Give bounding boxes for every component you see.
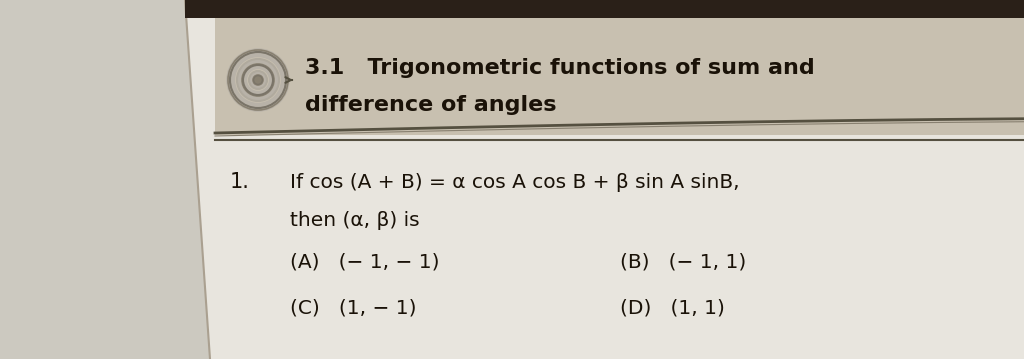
- Circle shape: [255, 77, 261, 83]
- Text: (D)   (1, 1): (D) (1, 1): [620, 298, 725, 317]
- Text: 1.: 1.: [230, 172, 250, 192]
- Text: then (α, β) is: then (α, β) is: [290, 210, 420, 229]
- Circle shape: [227, 49, 289, 111]
- Polygon shape: [215, 18, 1024, 135]
- Polygon shape: [185, 0, 1024, 18]
- Polygon shape: [185, 0, 1024, 359]
- Text: difference of angles: difference of angles: [305, 95, 556, 115]
- Text: If cos (A + B) = α cos A cos B + β sin A sinB,: If cos (A + B) = α cos A cos B + β sin A…: [290, 173, 739, 191]
- Text: (C)   (1, − 1): (C) (1, − 1): [290, 298, 417, 317]
- Text: (A)   (− 1, − 1): (A) (− 1, − 1): [290, 252, 439, 271]
- Text: (B)   (− 1, 1): (B) (− 1, 1): [620, 252, 746, 271]
- Polygon shape: [0, 0, 210, 359]
- Text: 3.1   Trigonometric functions of sum and: 3.1 Trigonometric functions of sum and: [305, 58, 815, 78]
